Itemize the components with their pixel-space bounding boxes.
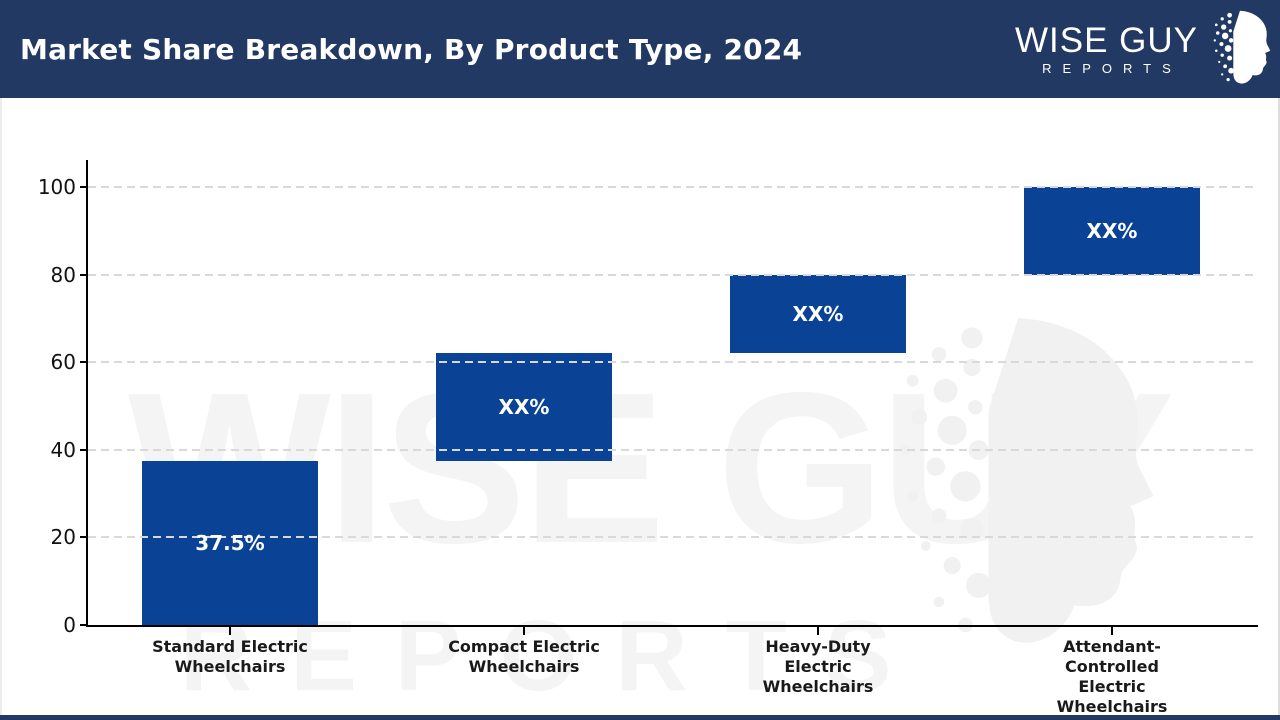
bar-value-label-4: XX% xyxy=(1086,219,1138,243)
bar-4 xyxy=(1024,187,1200,275)
footer-bar xyxy=(0,715,1280,720)
logo-subtext: REPORTS xyxy=(1042,61,1182,76)
category-label-line: Wheelchairs xyxy=(762,677,874,696)
y-tick-label: 40 xyxy=(50,438,76,462)
bar-1 xyxy=(142,461,318,625)
y-tick-label: 80 xyxy=(50,263,76,287)
category-label-1: Standard Electric Wheelchairs xyxy=(100,637,360,677)
y-tick-mark xyxy=(80,449,88,451)
bar-2 xyxy=(436,353,612,461)
page-title: Market Share Breakdown, By Product Type,… xyxy=(20,32,803,66)
logo-text: WISE GUY REPORTS xyxy=(1015,23,1198,77)
category-label-line: Attendant- xyxy=(1063,637,1161,656)
bar-value-label-2: XX% xyxy=(498,395,550,419)
category-label-2: Compact Electric Wheelchairs xyxy=(394,637,654,677)
y-tick-mark xyxy=(80,361,88,363)
category-label-line: Standard Electric xyxy=(152,637,308,656)
category-label-line: Wheelchairs xyxy=(1056,697,1168,716)
y-tick-mark xyxy=(80,536,88,538)
x-tick-mark xyxy=(817,627,819,635)
category-label-line: Electric xyxy=(1078,677,1146,696)
category-label-line: Controlled xyxy=(1065,657,1159,676)
category-label-4: Attendant- Controlled Electric Wheelchairs xyxy=(982,637,1242,717)
x-tick-mark xyxy=(229,627,231,635)
gridline-20 xyxy=(88,536,1256,538)
gridline-60 xyxy=(88,361,1256,363)
y-tick-mark xyxy=(80,186,88,188)
x-axis-line xyxy=(86,625,1258,627)
category-label-line: Electric xyxy=(784,657,852,676)
bar-3 xyxy=(730,275,906,353)
y-tick-label: 0 xyxy=(63,613,76,637)
category-label-line: Wheelchairs xyxy=(174,657,286,676)
bar-value-label-1: 37.5% xyxy=(195,531,265,555)
y-tick-label: 60 xyxy=(50,350,76,374)
category-label-line: Compact Electric xyxy=(448,637,600,656)
y-tick-mark xyxy=(80,624,88,626)
gridline-100 xyxy=(88,186,1256,188)
gridline-40 xyxy=(88,449,1256,451)
bar-value-label-3: XX% xyxy=(792,302,844,326)
x-tick-mark xyxy=(1111,627,1113,635)
x-tick-mark xyxy=(523,627,525,635)
wiseguy-logo: WISE GUY REPORTS xyxy=(1015,7,1274,93)
category-label-3: Heavy-Duty Electric Wheelchairs xyxy=(688,637,948,697)
logo-wordmark: WISE GUY xyxy=(1014,21,1198,60)
y-tick-label: 100 xyxy=(37,175,76,199)
y-tick-label: 20 xyxy=(50,525,76,549)
category-label-line: Heavy-Duty xyxy=(765,637,871,656)
y-axis-line xyxy=(86,160,88,627)
header-bar: Market Share Breakdown, By Product Type,… xyxy=(0,0,1280,98)
y-tick-mark xyxy=(80,274,88,276)
category-label-line: Wheelchairs xyxy=(468,657,580,676)
gridline-80 xyxy=(88,274,1256,276)
